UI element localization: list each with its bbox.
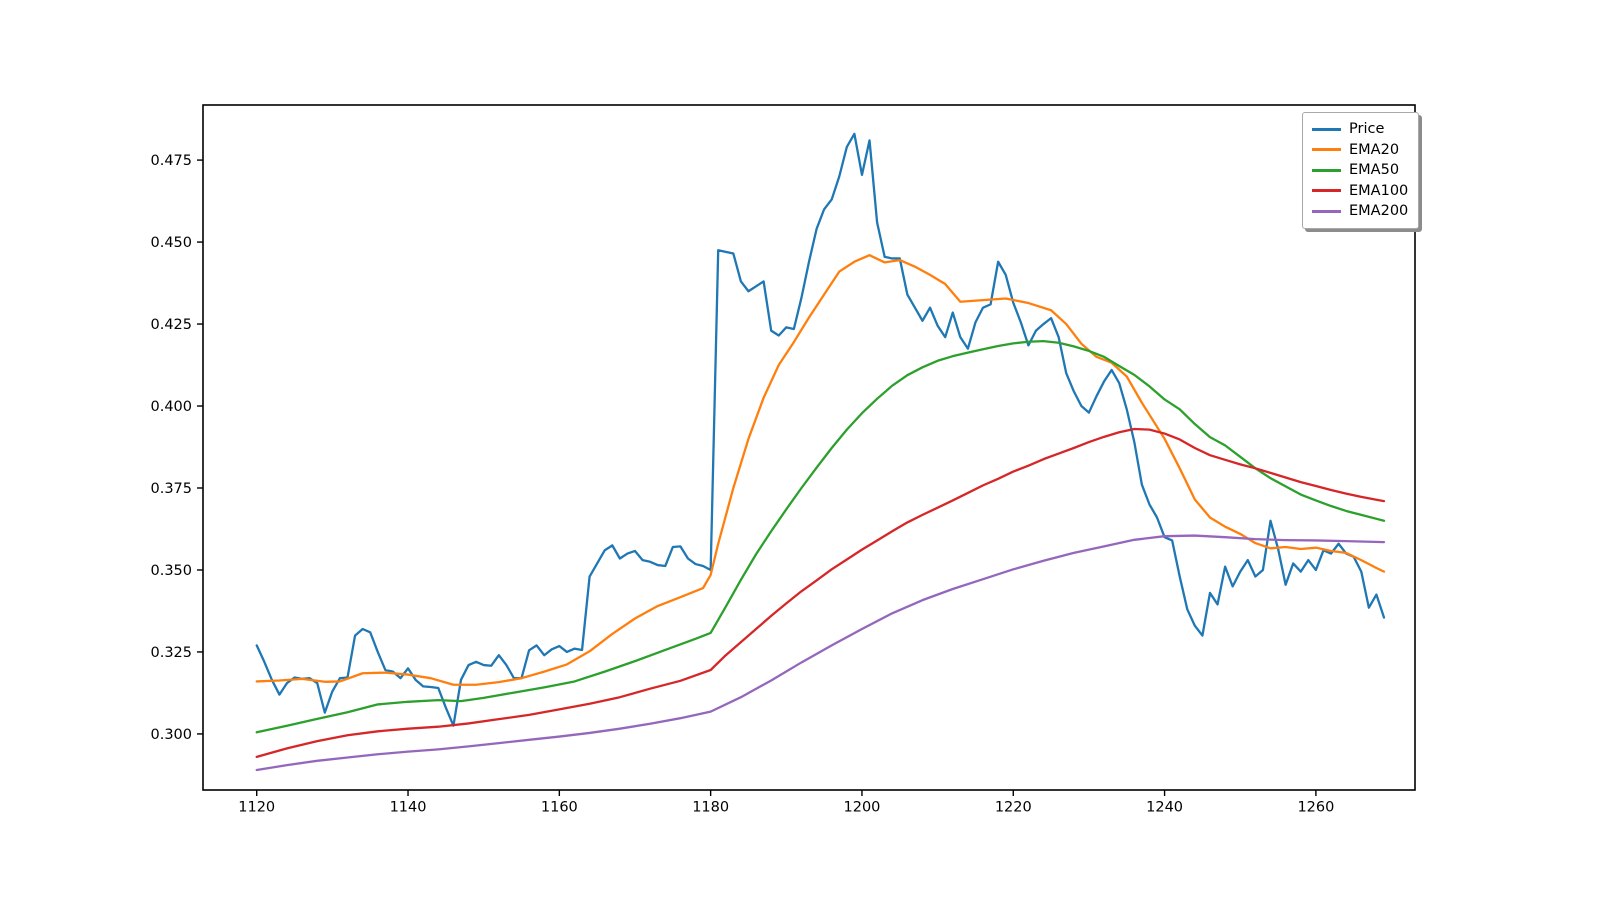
ema50-line-sample-icon [1312,168,1341,172]
x-tick-label: 1160 [541,800,578,816]
x-tick-label: 1120 [238,800,275,816]
series-line-ema50 [255,339,1386,734]
x-tick-label: 1260 [1297,800,1334,816]
x-tick-label: 1240 [1146,800,1183,816]
y-tick-label: 0.450 [150,235,192,251]
legend-item-ema200: EMA200 [1312,201,1408,222]
legend: Price EMA20 EMA50 EMA100 EMA200 [1302,112,1420,229]
x-tick-label: 1180 [692,800,729,816]
legend-item-ema100: EMA100 [1312,181,1408,202]
series-line-price [255,132,1386,727]
ema20-line-sample-icon [1312,148,1341,152]
legend-label: EMA100 [1349,182,1409,199]
y-tick-label: 0.350 [150,563,192,579]
plot-border [202,104,1416,791]
y-tick-label: 0.475 [150,153,192,169]
series-line-ema200 [255,534,1386,772]
legend-label: EMA50 [1349,162,1400,178]
legend-item-ema20: EMA20 [1312,140,1408,161]
price-line-sample-icon [1312,127,1341,131]
ema100-line-sample-icon [1312,189,1341,193]
legend-label: EMA200 [1349,203,1409,219]
y-tick-label: 0.300 [150,727,192,743]
series-line-ema20 [255,254,1386,686]
y-tick-label: 0.325 [150,645,192,661]
legend-label: Price [1349,121,1385,137]
y-tick-label: 0.425 [150,317,192,333]
legend-item-price: Price [1312,119,1408,140]
x-tick-label: 1220 [995,800,1032,816]
ema200-line-sample-icon [1312,209,1341,213]
y-tick-label: 0.375 [150,481,192,497]
legend-label: EMA20 [1349,141,1400,158]
y-tick-label: 0.400 [150,399,192,415]
x-tick-label: 1200 [844,800,881,816]
x-tick-label: 1140 [390,800,427,816]
legend-item-ema50: EMA50 [1312,160,1408,181]
series-line-ema100 [255,427,1386,759]
